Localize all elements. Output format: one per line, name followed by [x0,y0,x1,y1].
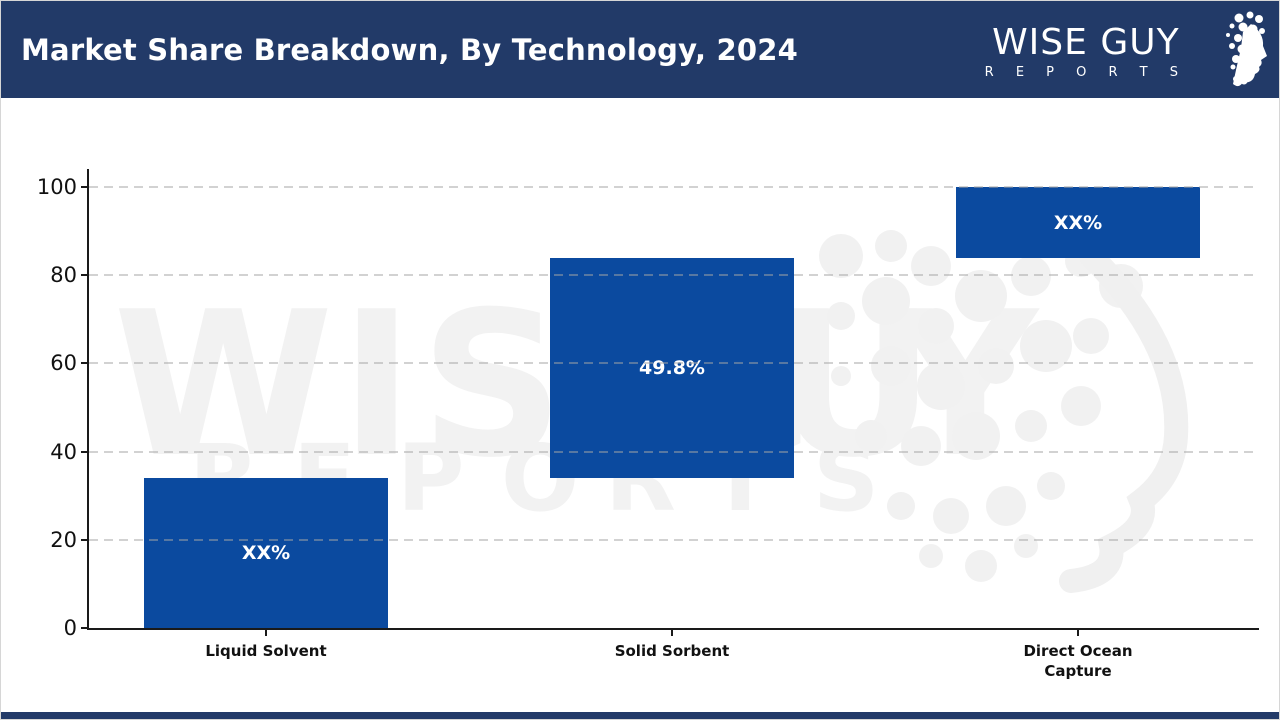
gridline-40 [89,450,1257,453]
y-axis-tick-label: 100 [36,175,77,199]
footer-bar [1,712,1279,719]
y-axis-tick-label: 60 [50,351,77,376]
y-axis-line [87,169,89,630]
gridline-20 [89,538,1257,541]
y-axis-tick-label: 20 [50,527,77,552]
wise-guy-logo: WISE GUY R E P O R T S [985,10,1267,92]
x-axis-category-label: Solid Sorbent [614,642,730,660]
logo-text: WISE GUY R E P O R T S [984,21,1187,80]
y-axis-tick-mark [81,186,88,188]
y-axis-tick-label: 80 [50,263,77,288]
y-axis-tick-mark [81,274,88,277]
y-axis-tick-mark [81,362,88,365]
y-axis-tick-label: 0 [63,616,77,640]
logo-subtitle: R E P O R T S [984,64,1187,80]
waterfall-chart: 0 20 40 60 80 100 XX% Liquid Solvent 49.8% Solid … [1,98,1279,714]
y-axis-tick-label: 40 [50,439,77,464]
x-axis-category-label: Liquid Solvent [205,642,327,660]
bar-liquid-solvent: XX% [144,478,388,628]
bar-value-label: XX% [1053,211,1103,234]
y-axis-tick-mark [81,627,88,629]
x-axis-tick-mark [671,629,673,636]
x-axis-line [87,628,1259,630]
gridline-100 [89,186,1257,188]
page-title: Market Share Breakdown, By Technology, 2… [21,32,799,67]
header-bar: Market Share Breakdown, By Technology, 2… [1,1,1279,98]
bar-value-label: XX% [241,542,291,565]
logo-wordmark: WISE GUY [992,21,1180,63]
y-axis-tick-mark [81,538,88,541]
x-axis-tick-mark [265,629,267,636]
gridline-80 [89,274,1257,277]
y-axis-tick-mark [81,450,88,453]
logo-head-icon [1226,11,1267,87]
x-axis-category-label: Direct Ocean Capture [1023,642,1133,680]
bar-solid-sorbent: 49.8% [550,258,794,479]
x-axis-tick-mark [1077,629,1079,636]
bar-direct-ocean-capture: XX% [956,187,1200,259]
bar-value-label: 49.8% [639,357,705,380]
gridline-60 [89,362,1257,365]
